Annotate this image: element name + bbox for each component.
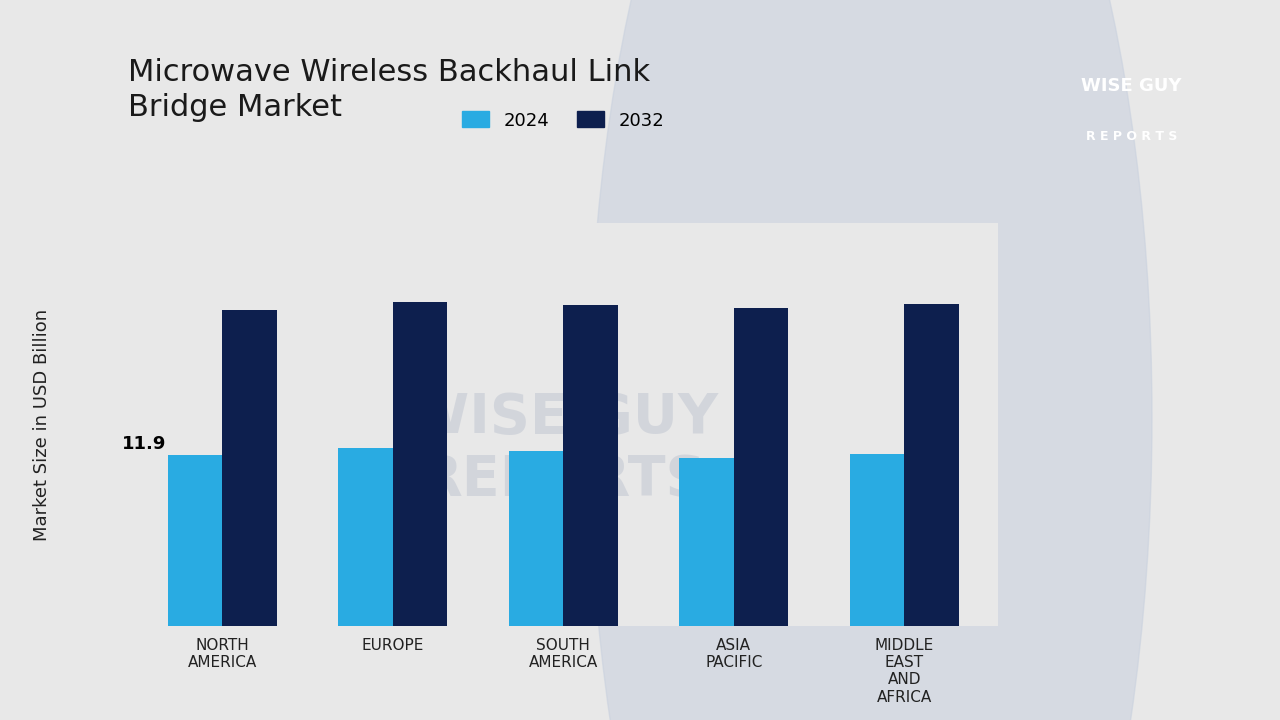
Text: WISE GUY
REPORTS: WISE GUY REPORTS [408,391,718,507]
Text: WISE GUY: WISE GUY [1082,77,1181,95]
Bar [338,448,393,626]
Bar [850,454,904,626]
Bar [223,310,276,626]
Bar [563,305,618,626]
Text: Microwave Wireless Backhaul Link
Bridge Market: Microwave Wireless Backhaul Link Bridge … [128,58,650,122]
Bar [904,304,959,626]
Text: 11.9: 11.9 [122,436,166,454]
Bar [733,308,788,626]
Legend: 2024, 2032: 2024, 2032 [462,112,664,130]
Text: R E P O R T S: R E P O R T S [1085,130,1178,143]
Bar [393,302,447,626]
Bar [168,455,223,626]
Text: Market Size in USD Billion: Market Size in USD Billion [33,309,51,541]
Bar [508,451,563,626]
Bar [680,458,733,626]
Circle shape [589,0,1152,720]
